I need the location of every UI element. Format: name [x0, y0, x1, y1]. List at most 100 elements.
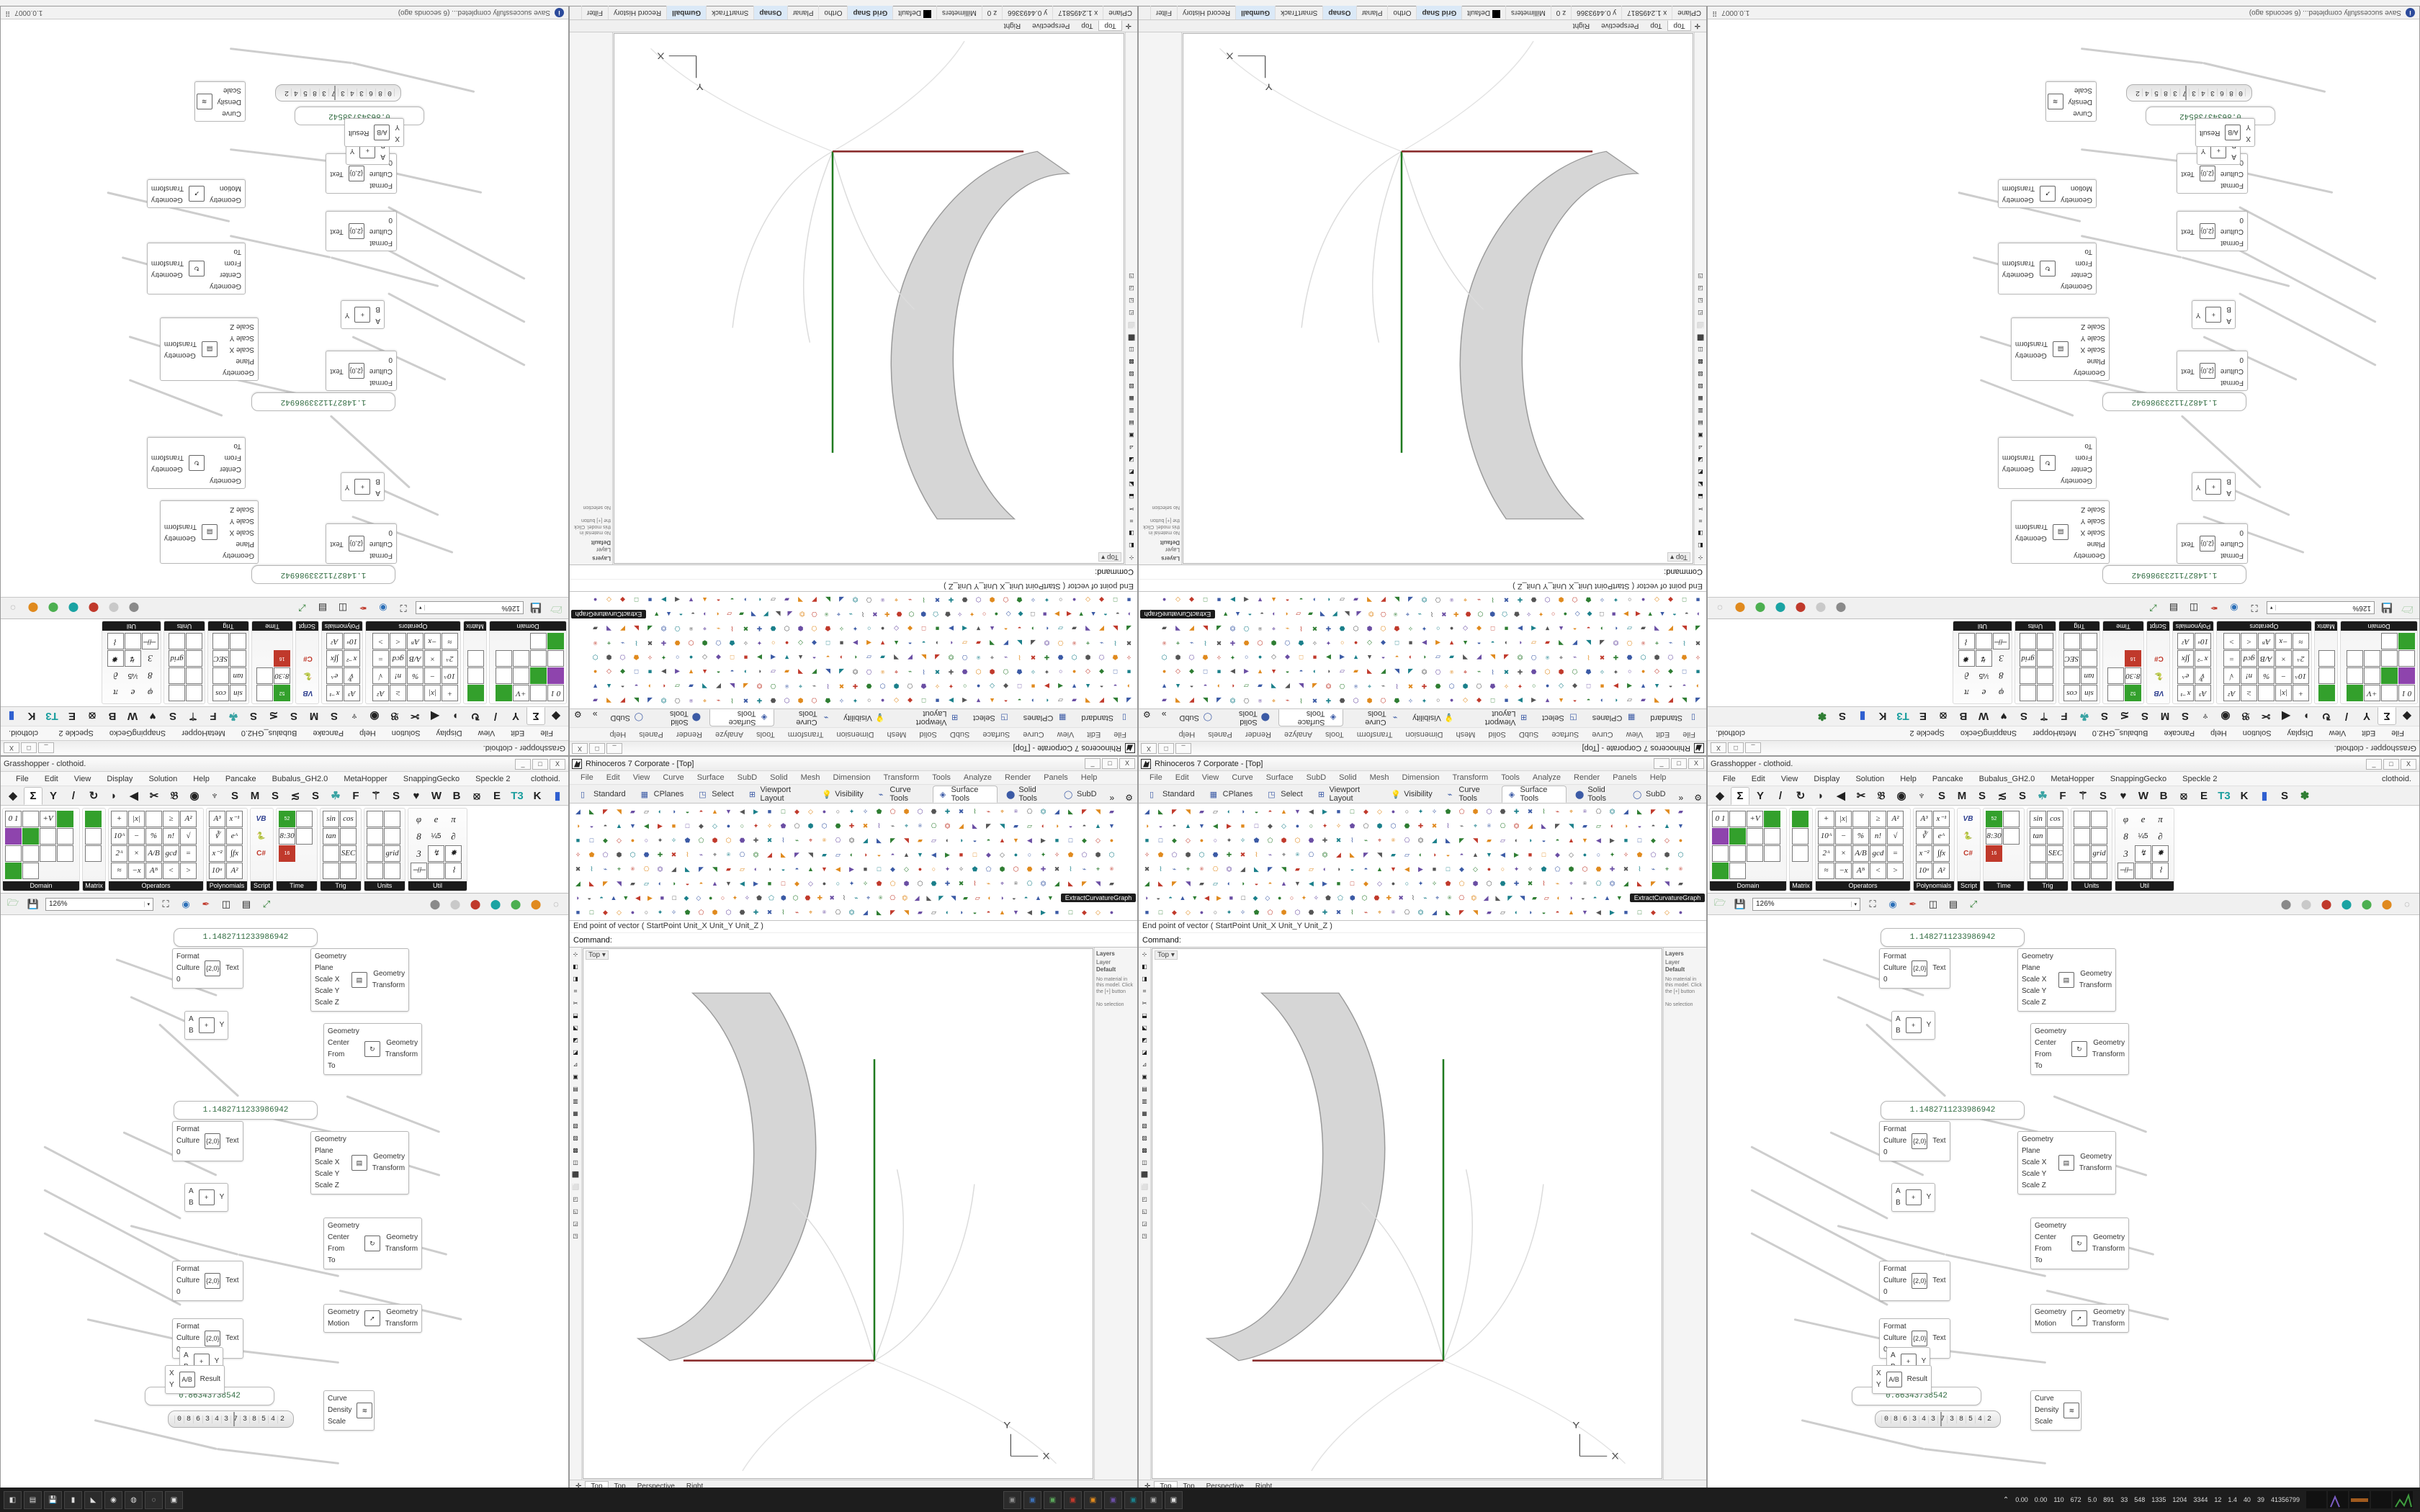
component-tab-18[interactable]: ⚚ [188, 710, 198, 722]
toolbar-icon-2-38[interactable]: ◇ [606, 668, 611, 676]
component-tab-3[interactable]: / [493, 710, 498, 723]
toolbar-icon-3-18[interactable]: ▰ [822, 850, 827, 858]
ribbon-icon-domain-box[interactable] [1764, 845, 1780, 862]
toolbar-icon-3-0[interactable]: ✧ [575, 850, 581, 858]
toolbar-icon-2-18[interactable]: ⍟ [1391, 836, 1396, 844]
toolbar-icon-0-6[interactable]: ◐ [658, 808, 663, 815]
ribbon-icon-curve[interactable] [2063, 633, 2080, 649]
toolbar-icon-7-30[interactable]: ◓ [1285, 596, 1290, 603]
toolbar-icon-1-21[interactable]: ✖ [838, 683, 845, 690]
canvas-zoom-extents-icon[interactable]: ⛶ [162, 898, 169, 909]
toolbar-icon-3-16[interactable]: ◤ [794, 850, 799, 858]
ribbon-icon-interval2[interactable] [496, 667, 512, 684]
side-tool-9[interactable]: ⊿ [573, 1061, 578, 1068]
component-tab-29[interactable]: ✽ [2300, 790, 2310, 802]
side-tool-22[interactable]: ◲ [1129, 285, 1134, 292]
toolbar-icon-0-22[interactable]: ⬟ [825, 697, 831, 705]
toolbar-icon-0-34[interactable]: ⏣ [1229, 697, 1236, 705]
component-tab-24[interactable]: E [68, 710, 76, 723]
ribbon-icon-matrix-green[interactable] [1792, 811, 1809, 827]
toolbar-icon-3-27[interactable]: ▶ [757, 654, 762, 662]
toolbar-icon-5-26[interactable]: ⬣ [1339, 625, 1345, 633]
output-pin-text[interactable]: Text [225, 964, 239, 972]
toolbar-icon-1-36[interactable]: ◒ [1203, 683, 1208, 690]
toolbar-icon-2-1[interactable]: □ [1158, 837, 1163, 844]
toolbar-icon-7-27[interactable]: ◐ [1514, 909, 1519, 916]
toolbar-icon-0-24[interactable]: ⬢ [1366, 697, 1373, 705]
toolbar-icon-0-10[interactable]: ▲ [989, 697, 995, 704]
zoom-dropdown-arrow[interactable]: ▾ [2270, 605, 2276, 611]
toolbar-icon-3-13[interactable]: ⏣ [1517, 654, 1523, 662]
output-pin-geometry[interactable]: Geometry [151, 465, 183, 473]
input-pin-scale-y[interactable]: Scale Y [2080, 334, 2105, 342]
toolbar-icon-6-17[interactable]: ⬢ [780, 894, 786, 901]
input-pin-curve[interactable]: Curve [2035, 1395, 2054, 1403]
toolbar-icon-3-13[interactable]: ⏣ [948, 654, 954, 662]
toolbar-icon-7-17[interactable]: ⌖ [1463, 596, 1468, 604]
rhino-menu-edit[interactable]: Edit [1087, 730, 1101, 739]
toolbar-icon-3-27[interactable]: ▶ [1326, 654, 1331, 662]
toolbar-icon-2-4[interactable]: ● [630, 837, 635, 844]
output-pin-geometry[interactable]: Geometry [163, 534, 196, 542]
toolbar-icon-3-9[interactable]: ⌁ [1268, 850, 1273, 858]
toolbar-icon-5-32[interactable]: ⍟ [689, 625, 694, 633]
toolbar-icon-7-0[interactable]: ■ [1695, 596, 1700, 603]
toolbar-icon-6-21[interactable]: ✖ [1441, 611, 1447, 618]
menu-item-snappinggecko[interactable]: SnappingGecko [1960, 729, 2017, 738]
component-tab-0[interactable]: ◆ [1716, 790, 1724, 802]
toolbar-icon-4-22[interactable]: □ [1394, 639, 1399, 647]
toolbar-icon-6-17[interactable]: ⬢ [920, 611, 927, 618]
toolbar-icon-5-13[interactable]: ▶ [949, 625, 954, 633]
toolbar-icon-3-11[interactable]: ⍟ [726, 850, 731, 858]
gh-component[interactable]: Geometry Motion ➚ Geometry Transform [323, 1304, 423, 1333]
rhino-maximize-button[interactable]: □ [1671, 758, 1687, 769]
toolbar-icon-6-36[interactable]: ◒ [1581, 894, 1585, 901]
toolbar-icon-0-6[interactable]: ◐ [1613, 697, 1618, 704]
toolbar-icon-2-10[interactable]: ⬢ [989, 668, 995, 676]
toolbar-icon-3-33[interactable]: ○ [675, 654, 680, 661]
ribbon-icon-bounds[interactable] [40, 828, 56, 845]
input-pin-0[interactable]: 0 [388, 356, 393, 364]
toolbar-icon-4-16[interactable]: ◓ [1476, 639, 1482, 647]
toolbar-icon-6-33[interactable]: ▱ [974, 894, 980, 901]
toolbar-icon-3-17[interactable]: ◥ [1377, 850, 1382, 858]
toolbar-icon-5-21[interactable]: ✧ [1431, 879, 1438, 887]
toolbar-icon-5-4[interactable]: ▰ [1199, 879, 1204, 887]
ribbon-icon-gcd[interactable]: gcd [390, 650, 406, 667]
toolbar-icon-0-3[interactable]: ◥ [1186, 807, 1191, 815]
ribbon-icon--[interactable]: ⌇ [2152, 863, 2169, 879]
toolbar-icon-4-14[interactable]: ◑ [1336, 865, 1341, 873]
toolbar-icon-7-28[interactable]: ◑ [959, 909, 964, 916]
toolbar-icon-1-13[interactable]: ✦ [948, 683, 954, 690]
rhino-menu-surface[interactable]: Surface [1551, 730, 1579, 739]
toolbar-icon-1-20[interactable]: ✚ [848, 822, 855, 829]
side-tool-3[interactable]: ⌗ [1129, 518, 1134, 525]
viewport-tab-1[interactable]: Top [1081, 22, 1093, 30]
ribbon-icon-gcd[interactable]: gcd [1870, 845, 1886, 862]
toolbar-icon-3-0[interactable]: ✧ [1695, 654, 1701, 662]
toolbar-icon-5-14[interactable]: ■ [767, 880, 772, 887]
toolbar-icon-1-12[interactable]: ○ [740, 822, 745, 829]
toolbar-icon-7-25[interactable]: ▰ [1487, 908, 1492, 916]
toolbar-icon-7-16[interactable]: ⌁ [908, 596, 913, 604]
toolbar-icon-7-3[interactable]: ◇ [1085, 596, 1090, 604]
ribbon-icon-cos[interactable]: cos [212, 685, 229, 701]
toolbar-icon-6-34[interactable]: ◐ [1284, 611, 1289, 618]
rhino-menu-mesh[interactable]: Mesh [887, 730, 907, 739]
gh-component[interactable]: Geometry Center From To ↻ Geometry Transform [1997, 243, 2097, 294]
toolbar-icon-0-28[interactable]: ✖ [743, 697, 749, 705]
toolbar-icon-1-22[interactable]: ⌇ [1446, 822, 1450, 829]
viewport-nav-icon[interactable]: ✛ [1125, 22, 1131, 30]
toolbar-icon-1-24[interactable]: ⌖ [904, 822, 909, 829]
toolbar-icon-1-3[interactable]: ▲ [1085, 683, 1091, 690]
toolbar-icon-1-30[interactable]: ◤ [1555, 822, 1560, 829]
toolbar-icon-5-13[interactable]: ▶ [1322, 879, 1327, 887]
toolbar-icon-4-15[interactable]: ◒ [1350, 865, 1355, 873]
ribbon-icon-min-max[interactable] [2381, 685, 2398, 701]
canvas-dotted-circle-icon[interactable]: ◌ [553, 899, 559, 909]
toolbar-icon-2-26[interactable]: ▱ [931, 836, 936, 844]
ribbon-icon--[interactable]: − [128, 828, 145, 845]
toolbar-icon-3-8[interactable]: ⌇ [1018, 654, 1021, 662]
toolbar-icon-3-3[interactable]: ⬢ [1185, 850, 1191, 858]
toolbar-icon-0-5[interactable]: ▱ [1058, 697, 1063, 705]
